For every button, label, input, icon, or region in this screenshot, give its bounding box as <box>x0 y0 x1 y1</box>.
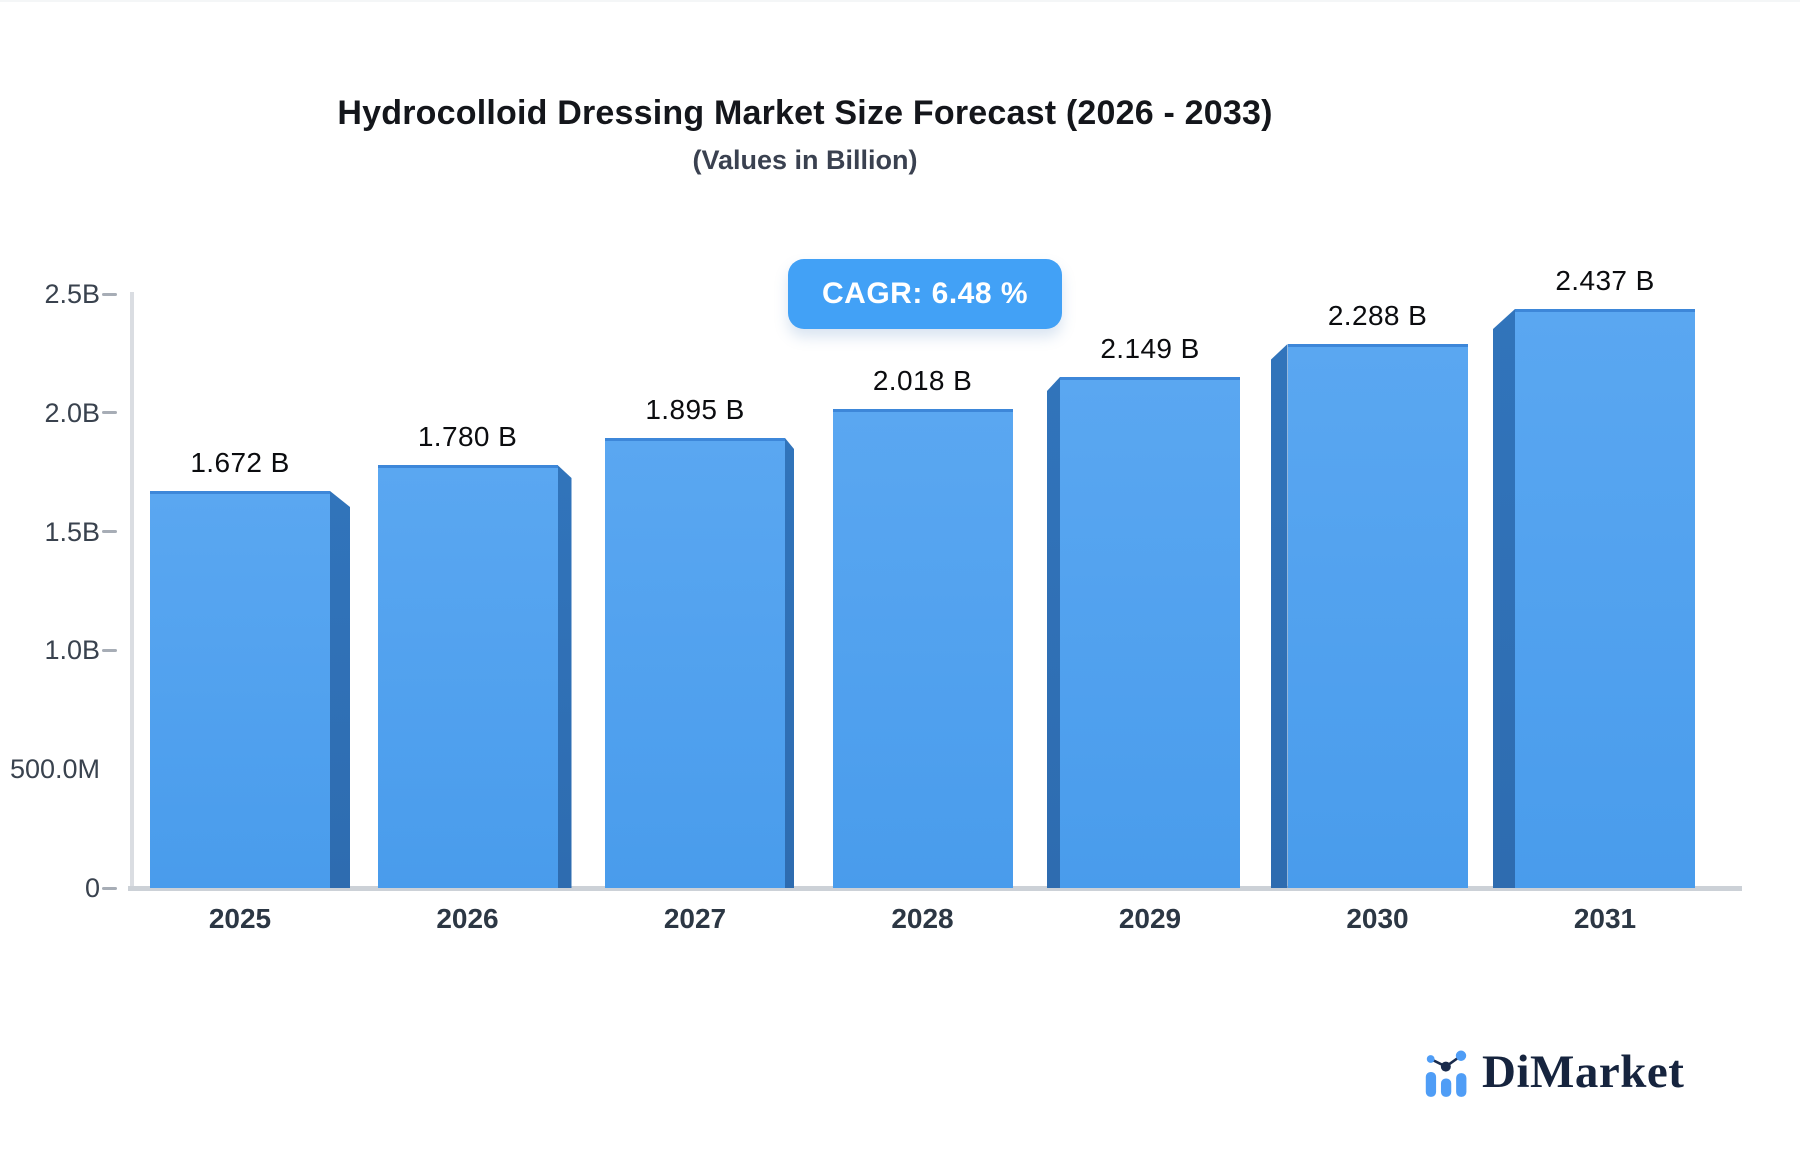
y-axis-tick-label: 2.5B <box>44 279 100 309</box>
chart-subtitle: (Values in Billion) <box>692 145 918 175</box>
y-axis-tick-label: 1.0B <box>44 635 100 666</box>
bar-side-face-2027 <box>785 438 794 888</box>
bar-side-face-2025 <box>330 491 350 888</box>
bar-value-label-2025: 1.672 B <box>190 447 290 478</box>
bar-side-face-2029 <box>1047 377 1060 888</box>
bar-2026 <box>377 465 558 888</box>
chart-header: Hydrocolloid Dressing Market Size Foreca… <box>0 94 1610 176</box>
bar-value-label-2029: 2.149 B <box>1100 333 1200 364</box>
bar-value-label-2027: 1.895 B <box>645 394 745 425</box>
y-axis-tick-label: 500.0M <box>9 754 100 785</box>
bar-2029 <box>1060 377 1240 888</box>
bar-side-face-2031 <box>1493 309 1515 888</box>
y-axis-line <box>130 292 134 888</box>
bar-2031 <box>1515 309 1695 888</box>
bar-2025 <box>150 491 330 888</box>
y-axis-tick-label: 1.5B <box>44 516 100 547</box>
y-axis-tick-label: 0 <box>84 873 100 903</box>
x-axis-label-2028: 2028 <box>891 903 954 934</box>
x-axis-label-2029: 2029 <box>1118 903 1182 934</box>
chart-title: Hydrocolloid Dressing Market Size Foreca… <box>337 94 1273 132</box>
y-axis-tick <box>102 411 117 415</box>
dimarket-chart-icon <box>1425 1050 1467 1097</box>
bar-side-face-2026 <box>557 465 572 888</box>
brand-name: DiMarket <box>1482 1046 1685 1098</box>
bar-2030 <box>1287 344 1468 888</box>
bar-value-label-2030: 2.288 B <box>1327 300 1428 331</box>
x-axis-label-2027: 2027 <box>663 903 727 934</box>
y-axis-tick <box>102 648 117 652</box>
cagr-badge: CAGR: 6.48 % <box>788 259 1063 329</box>
y-axis-tick <box>102 530 117 534</box>
x-axis-label-2030: 2030 <box>1346 903 1409 934</box>
bar-value-label-2031: 2.437 B <box>1555 265 1655 296</box>
bar-2027 <box>605 438 785 888</box>
y-axis-tick-label: 2.0B <box>44 397 100 428</box>
bar-value-label-2026: 1.780 B <box>417 421 518 452</box>
y-axis-tick <box>102 886 117 890</box>
x-axis-label-2025: 2025 <box>208 903 272 934</box>
bar-value-label-2028: 2.018 B <box>872 365 973 396</box>
y-axis-tick <box>102 292 117 296</box>
bar-side-face-2030 <box>1270 344 1288 888</box>
x-axis-label-2026: 2026 <box>436 903 499 934</box>
x-axis-baseline <box>128 886 1742 891</box>
brand-logo: DiMarket <box>1424 1042 1684 1102</box>
bar-2028 <box>832 409 1013 888</box>
x-axis-label-2031: 2031 <box>1573 903 1637 934</box>
